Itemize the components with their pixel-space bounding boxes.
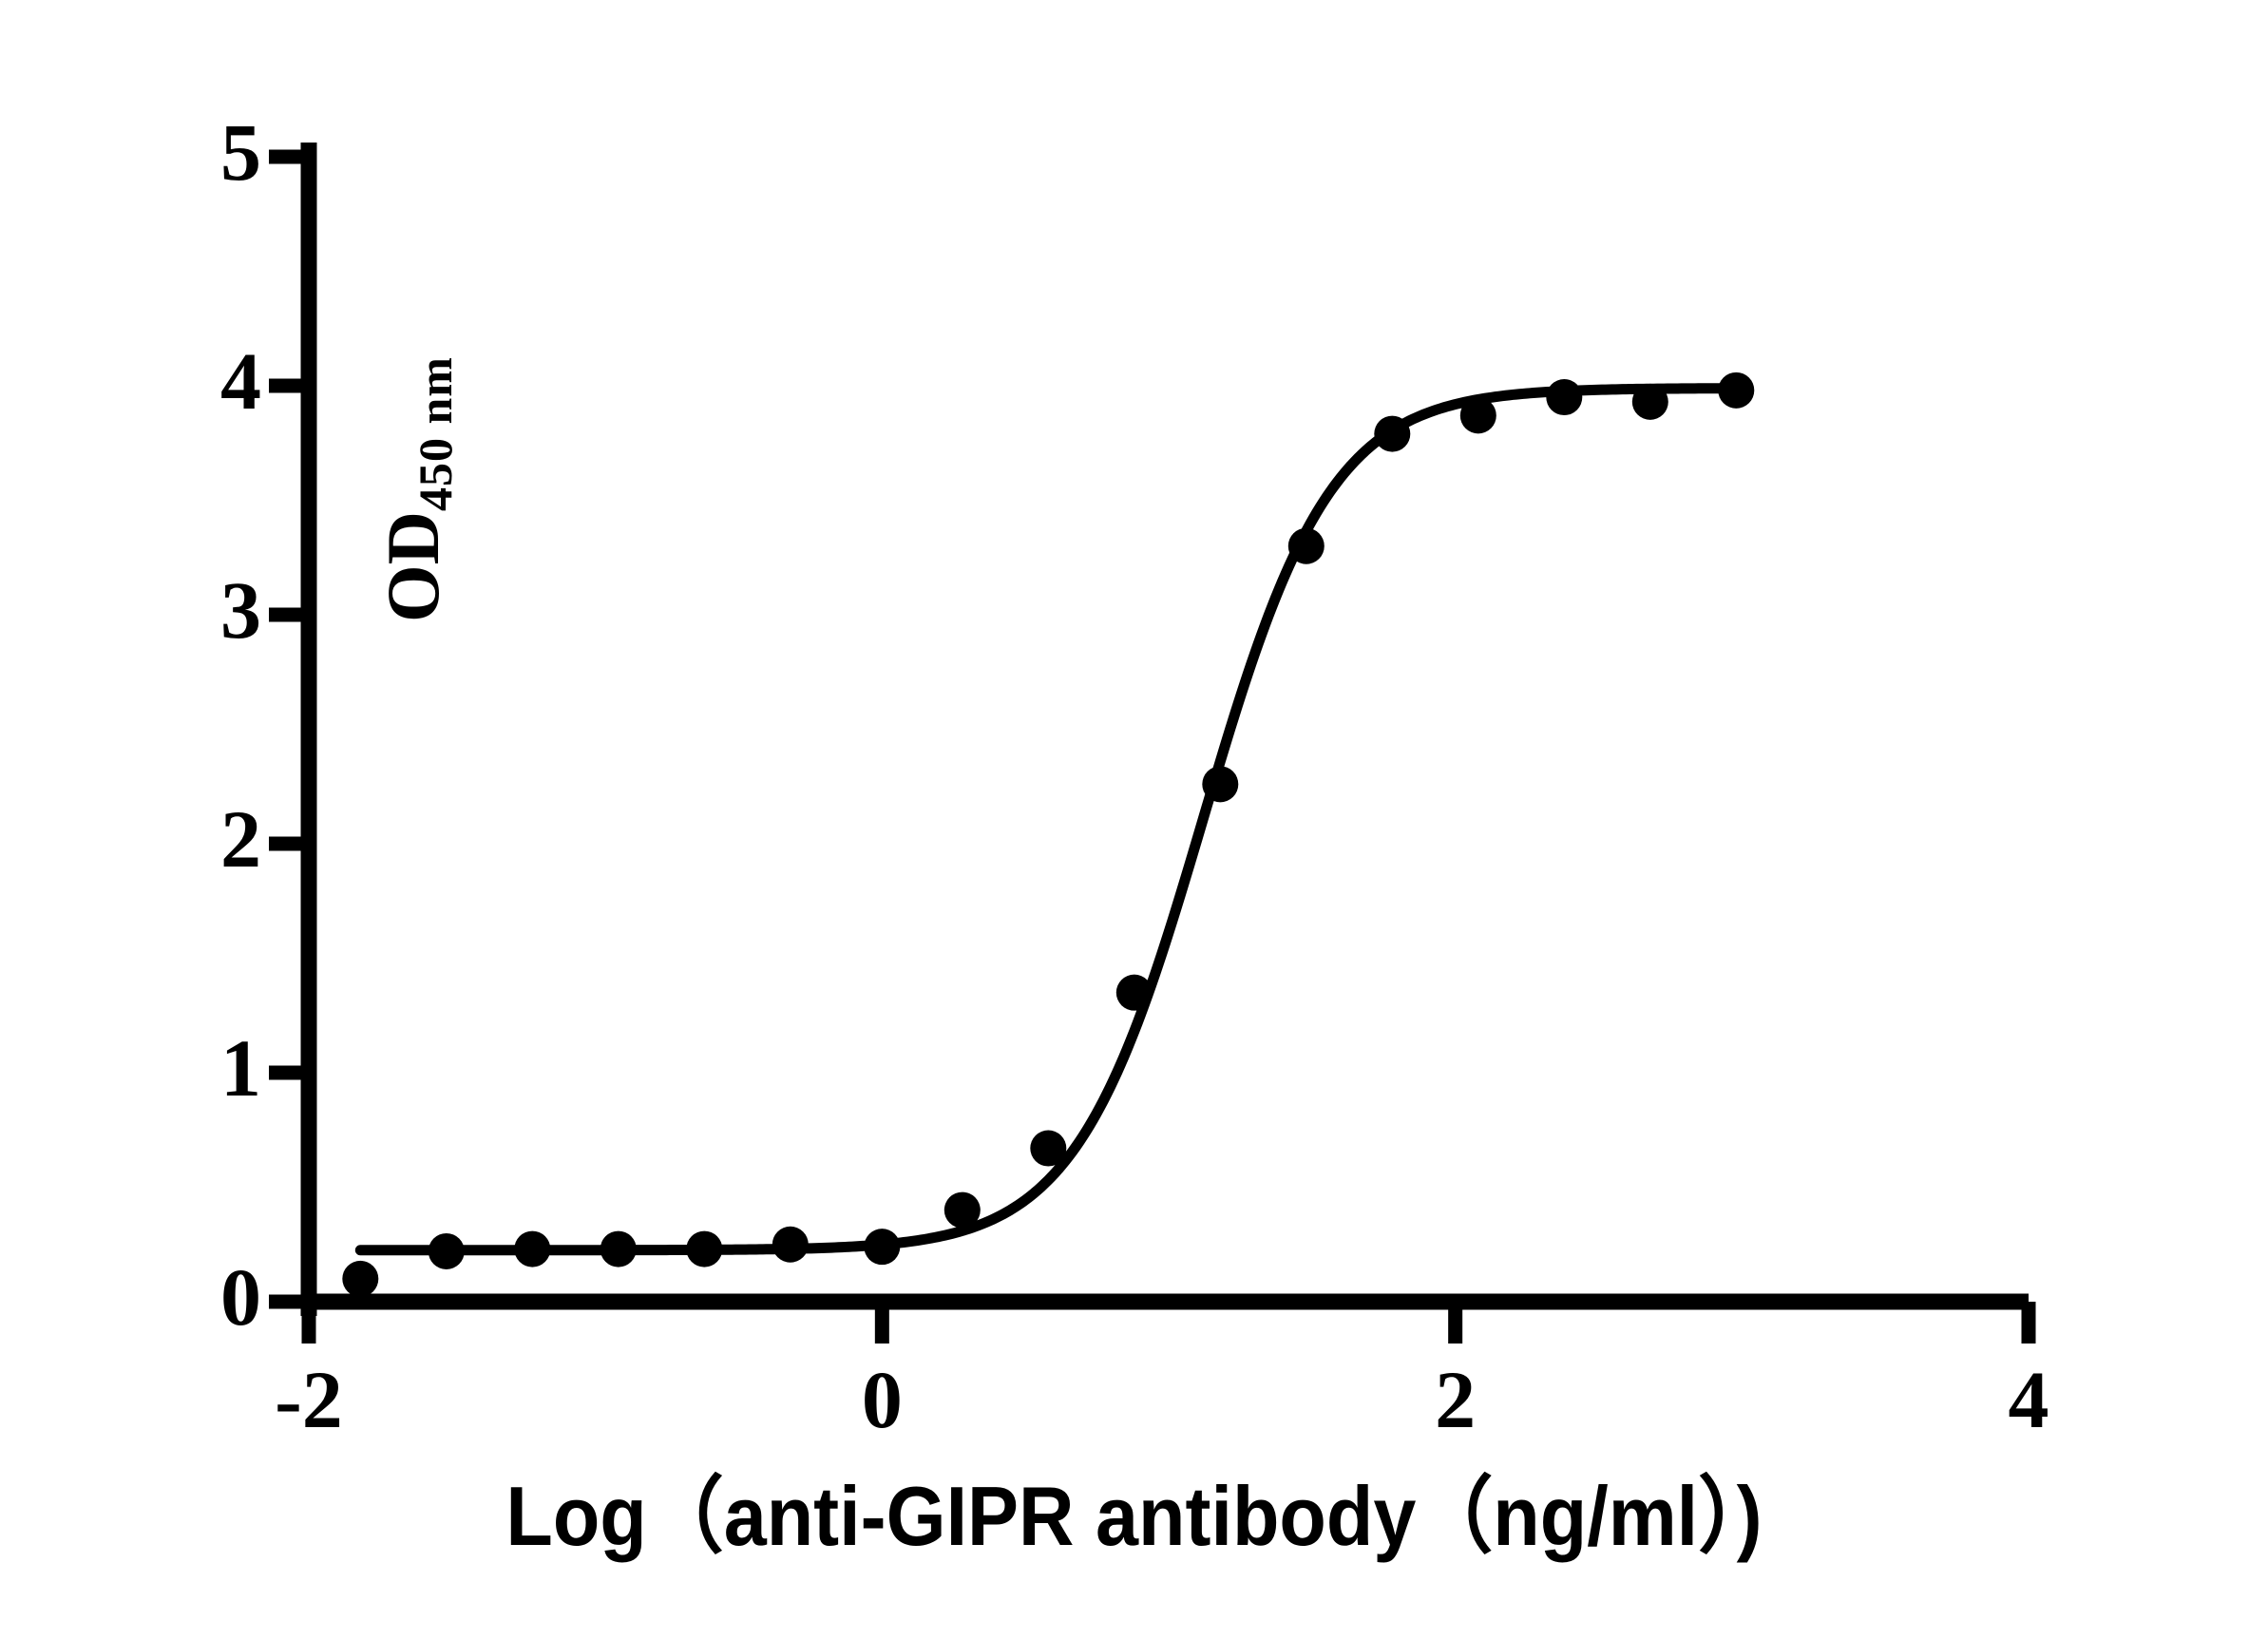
- y-axis-title-main: OD: [372, 511, 454, 622]
- y-axis-title: OD450 nm: [371, 356, 463, 622]
- data-point: [1459, 397, 1496, 434]
- data-point: [943, 1191, 981, 1229]
- axis-lines: [300, 143, 2029, 1316]
- y-axis-tick-label: 4: [220, 335, 261, 427]
- data-point: [600, 1230, 637, 1267]
- data-point: [342, 1260, 379, 1297]
- x-axis-tick-label: 4: [2008, 1354, 2049, 1445]
- y-axis-title-subscript: 450 nm: [409, 356, 462, 511]
- x-axis-ticks: [301, 1302, 2036, 1344]
- y-axis-ticks: [269, 149, 309, 1309]
- y-axis-tick-label: 1: [220, 1022, 261, 1114]
- data-point: [1718, 372, 1755, 409]
- fitted-curve: [354, 383, 1742, 1256]
- y-axis-tick-label: 5: [220, 106, 261, 198]
- data-point: [428, 1232, 465, 1269]
- x-axis-tick-label: 0: [861, 1354, 903, 1445]
- data-point-markers: [342, 372, 1755, 1297]
- y-axis-tick-label: 3: [220, 564, 261, 656]
- x-axis-tick-label: 2: [1435, 1354, 1477, 1445]
- data-point: [686, 1230, 723, 1267]
- x-axis-title: Log（anti-GIPR antibody（ng/ml）): [505, 1469, 1763, 1563]
- data-point: [1115, 974, 1153, 1011]
- data-point: [864, 1229, 901, 1266]
- data-point: [1631, 383, 1668, 420]
- y-axis-tick-label: 0: [220, 1251, 261, 1343]
- data-point: [1546, 379, 1583, 416]
- data-point: [1030, 1130, 1067, 1167]
- data-point: [1202, 766, 1239, 803]
- data-point: [1287, 527, 1325, 564]
- x-axis-tick-label: -2: [275, 1354, 343, 1445]
- data-point: [514, 1230, 551, 1267]
- data-point: [1374, 415, 1411, 452]
- data-point: [772, 1226, 809, 1263]
- y-axis-tick-label: 2: [220, 793, 261, 885]
